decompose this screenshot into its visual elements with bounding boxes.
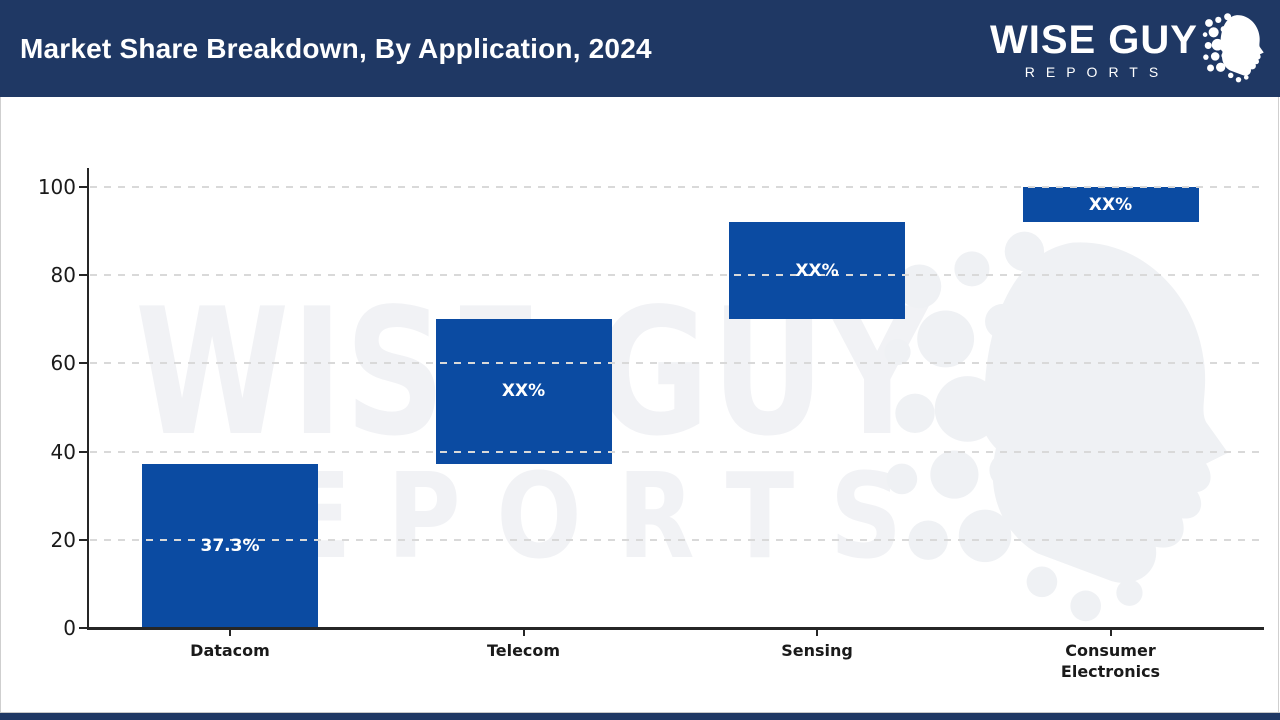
gridline bbox=[90, 186, 1262, 188]
bar-Consumer Electronics bbox=[1022, 187, 1199, 223]
footer-bar bbox=[0, 713, 1280, 720]
gridline bbox=[90, 362, 1262, 365]
bar-Datacom bbox=[142, 463, 318, 628]
y-tick-label: 0 bbox=[63, 616, 76, 640]
header-bar: Market Share Breakdown, By Application, … bbox=[0, 0, 1280, 97]
y-tick-mark bbox=[79, 627, 87, 629]
y-axis-line bbox=[87, 168, 89, 628]
x-category-label: Datacom bbox=[190, 641, 270, 660]
bottom-border bbox=[0, 712, 1280, 713]
bar-Sensing bbox=[729, 222, 905, 320]
right-border bbox=[1278, 97, 1279, 713]
bar-Telecom bbox=[435, 319, 612, 464]
x-axis-line bbox=[87, 627, 1264, 630]
y-tick-mark bbox=[79, 450, 87, 453]
gridline bbox=[90, 538, 1262, 541]
y-tick-label: 80 bbox=[50, 263, 76, 288]
y-tick-mark bbox=[79, 538, 87, 541]
logo-face-icon bbox=[1202, 13, 1264, 83]
y-tick-mark bbox=[79, 362, 87, 365]
y-tick-label: 100 bbox=[37, 175, 76, 199]
y-tick-mark bbox=[79, 186, 87, 188]
bar-value-label: XX% bbox=[1088, 194, 1133, 215]
gridline bbox=[90, 450, 1262, 453]
chart-plot-area: WISE GUY REPORTS 37.3% XX% XX% XX% 0 20 40 60 8… bbox=[0, 97, 1280, 713]
bar-value-label: XX% bbox=[795, 260, 839, 281]
x-tick-mark bbox=[229, 628, 231, 636]
x-category-label: Sensing bbox=[781, 641, 853, 660]
y-tick-label: 60 bbox=[50, 351, 76, 376]
y-tick-label: 40 bbox=[50, 439, 76, 464]
chart-title: Market Share Breakdown, By Application, … bbox=[20, 32, 652, 64]
bar-value-label: XX% bbox=[501, 381, 546, 402]
watermark-face-icon bbox=[884, 231, 1228, 622]
gridline bbox=[90, 274, 1262, 277]
x-tick-mark bbox=[816, 628, 818, 636]
y-tick-mark bbox=[79, 274, 87, 277]
logo-wordmark: WISE GUY bbox=[989, 18, 1198, 62]
x-tick-mark bbox=[522, 628, 525, 636]
x-category-label: Telecom bbox=[486, 641, 561, 660]
y-tick-label: 20 bbox=[50, 527, 76, 552]
brand-logo: WISE GUY REPORTS bbox=[990, 6, 1268, 92]
bar-value-label: 37.3% bbox=[200, 535, 260, 556]
left-border bbox=[0, 97, 1, 713]
x-tick-mark bbox=[1109, 628, 1112, 636]
logo-subtext: REPORTS bbox=[1024, 64, 1170, 80]
x-category-label: Consumer Electronics bbox=[1060, 641, 1161, 681]
